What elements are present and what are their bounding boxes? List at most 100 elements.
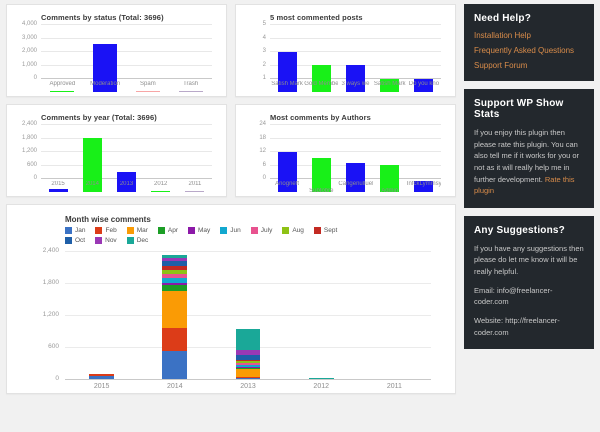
x-axis-tick-label: 2013: [240, 383, 256, 390]
bar[interactable]: [135, 91, 160, 92]
bar[interactable]: [311, 65, 331, 92]
stacked-bar-segment[interactable]: [162, 257, 188, 262]
stacked-bar-segment[interactable]: [235, 369, 261, 377]
gridline: [41, 137, 212, 139]
stacked-bar-segment[interactable]: [162, 277, 188, 284]
legend-item[interactable]: Apr: [157, 227, 178, 234]
bar[interactable]: [93, 44, 118, 92]
bar[interactable]: [178, 91, 203, 92]
x-axis-tick-label: 3 ways we: [341, 81, 370, 87]
stacked-bar-segment[interactable]: [89, 373, 115, 376]
x-axis-labels: 2015 2014 2013 2012 2011: [65, 383, 431, 390]
stacked-bar-segment[interactable]: [235, 366, 261, 368]
stacked-bar-segment[interactable]: [235, 377, 261, 378]
legend-item[interactable]: May: [188, 227, 210, 234]
stacked-bar-segment[interactable]: [235, 364, 261, 367]
contact-email-row: Email: info@freelancer-coder.com: [474, 285, 584, 308]
gridline: [65, 379, 431, 380]
stacked-bar-segment[interactable]: [235, 367, 261, 370]
stacked-bar-segment[interactable]: [162, 261, 188, 267]
bar-slot: [127, 38, 170, 92]
y-axis-tick-label: 2,400: [42, 247, 59, 254]
x-axis-tick-label: InfckLymmsync: [406, 181, 442, 187]
stacked-bar-segment[interactable]: [235, 363, 261, 365]
bar[interactable]: [380, 165, 400, 192]
bar[interactable]: [414, 78, 434, 92]
bar-slot: [338, 38, 372, 92]
legend-item[interactable]: Aug: [282, 227, 304, 234]
legend-item[interactable]: Oct: [65, 237, 85, 244]
gridline: [41, 164, 212, 166]
legend-item[interactable]: Dec: [126, 237, 148, 244]
bar[interactable]: [414, 180, 434, 192]
bar[interactable]: [151, 191, 171, 192]
bar[interactable]: [116, 171, 137, 192]
legend-item[interactable]: Mar: [126, 227, 148, 234]
legend-item[interactable]: Sept: [313, 227, 337, 234]
x-axis-labels: Approved Moderation Spam Trash: [41, 81, 212, 87]
bar[interactable]: [380, 78, 400, 92]
stacked-bar-segment[interactable]: [235, 359, 261, 362]
legend-item[interactable]: July: [250, 227, 272, 234]
stacked-bar[interactable]: [89, 373, 115, 379]
stacked-bar-segment[interactable]: [162, 255, 188, 258]
x-axis-labels: 2015 2014 2013 2012 2011: [41, 181, 212, 187]
legend-label: Jan: [75, 227, 86, 234]
bar[interactable]: [345, 162, 366, 192]
stacked-bar-segment[interactable]: [235, 361, 261, 364]
stacked-bar-segment[interactable]: [89, 375, 115, 379]
y-axis-tick-label: 3: [262, 48, 266, 54]
gridline: [41, 51, 212, 52]
legend-item[interactable]: Feb: [95, 227, 117, 234]
stacked-bar[interactable]: [308, 377, 334, 379]
stacked-bar-segment[interactable]: [162, 291, 188, 329]
bar-slot: [144, 138, 178, 192]
bar[interactable]: [50, 91, 75, 92]
bar[interactable]: [277, 51, 297, 92]
gridline: [41, 64, 212, 66]
x-axis-labels: Satish Mark Gold Member 3 ways we Satish Ma…: [270, 81, 441, 87]
email-value[interactable]: info@freelancer-coder.com: [474, 285, 553, 307]
legend-swatch: [95, 237, 103, 244]
stacked-bar-segment[interactable]: [162, 273, 188, 278]
x-axis-tick-label: Trash: [183, 81, 199, 87]
legend-swatch: [65, 227, 72, 234]
bar[interactable]: [311, 158, 331, 192]
stacked-bar-segment[interactable]: [162, 351, 188, 379]
stacked-bar-segment[interactable]: [308, 377, 334, 379]
link-rate-this-plugin[interactable]: Rate this plugin: [474, 174, 575, 196]
stacked-bar-segment[interactable]: [235, 354, 261, 360]
y-axis-tick-label: 1,800: [42, 279, 59, 286]
legend-label: Aug: [292, 227, 304, 234]
legend-item[interactable]: Jan: [65, 227, 85, 234]
link-support-forum[interactable]: Support Forum: [474, 61, 528, 70]
bar[interactable]: [185, 191, 205, 192]
link-frequently-asked-questions[interactable]: Frequently Asked Questions: [474, 46, 575, 55]
website-value[interactable]: http://freelancer-coder.com: [474, 315, 560, 337]
chart-most-comments-by-authors: 0 6 12 18 24 Anogneft Subtobre Cangenulluelf Adm…: [244, 121, 447, 194]
stacked-bar[interactable]: [162, 255, 188, 379]
stacked-bar-segment[interactable]: [235, 329, 261, 351]
x-axis-tick-label: 2011: [188, 181, 202, 187]
bar[interactable]: [48, 188, 68, 192]
gridline: [41, 78, 212, 79]
stacked-bar[interactable]: [235, 329, 261, 379]
bar[interactable]: [82, 138, 102, 192]
stacked-bar-segment[interactable]: [162, 269, 188, 274]
gridline: [270, 37, 441, 39]
stacked-bar-segment[interactable]: [235, 350, 261, 355]
stacked-bar-segment[interactable]: [162, 285, 188, 292]
legend-item[interactable]: Nov: [95, 237, 117, 244]
stacked-bar-segment[interactable]: [162, 266, 188, 270]
legend-item[interactable]: Jun: [220, 227, 241, 234]
stacked-bar-slot: [211, 329, 284, 379]
x-axis-tick-label: Gold Member: [304, 81, 339, 87]
link-installation-help[interactable]: Installation Help: [474, 31, 531, 40]
stacked-bar-segment[interactable]: [162, 283, 188, 286]
bar[interactable]: [345, 65, 366, 92]
bar[interactable]: [277, 151, 297, 192]
stacked-bar-segment[interactable]: [162, 328, 188, 352]
charts-row-1: Comments by status (Total: 3696) 0 1,000 2…: [6, 4, 456, 104]
stacked-bar-segment[interactable]: [235, 378, 261, 379]
